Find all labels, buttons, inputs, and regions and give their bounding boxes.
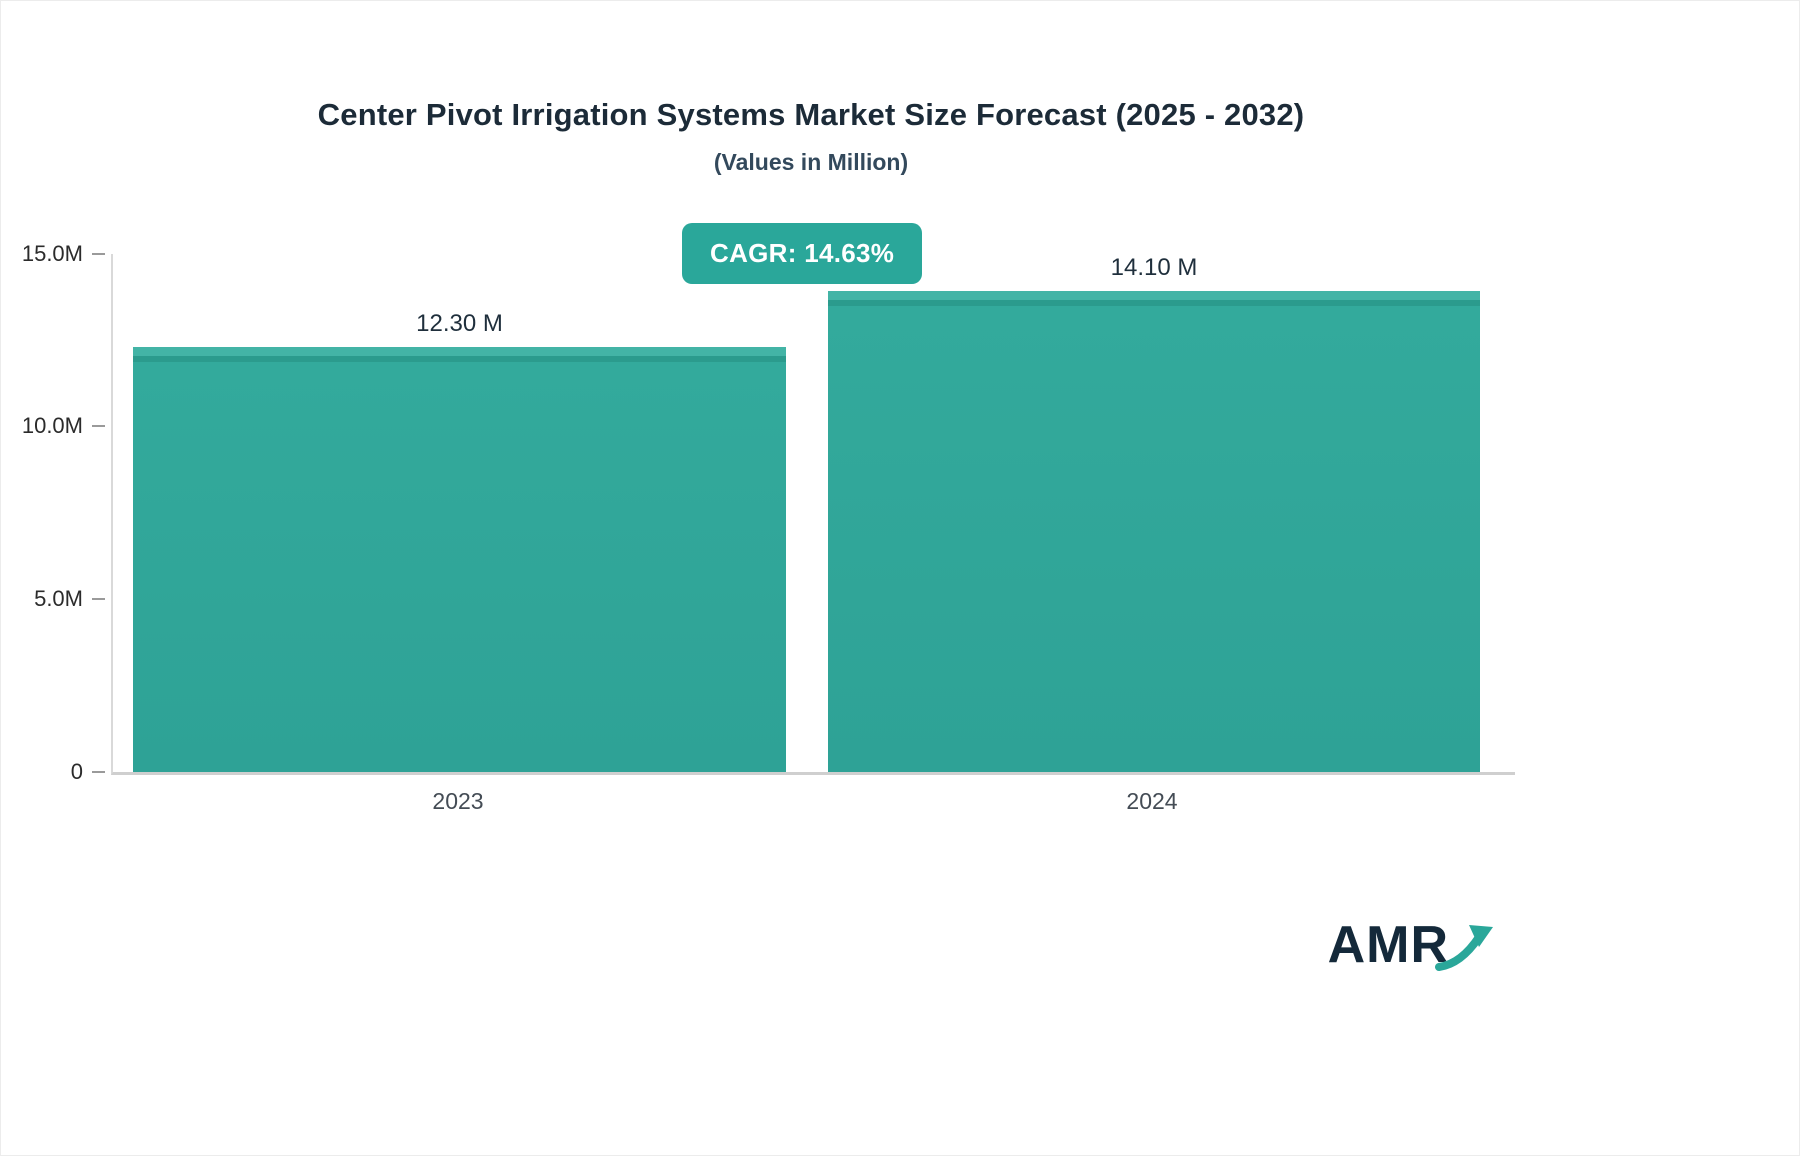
y-tick-label: 0 xyxy=(70,759,83,784)
y-tick: 10.0M xyxy=(1,413,105,438)
y-tick-label: 5.0M xyxy=(34,586,83,611)
y-tick: 15.0M xyxy=(1,241,105,266)
y-tick-label: 15.0M xyxy=(21,241,83,266)
y-tick-mark xyxy=(92,253,105,255)
cagr-badge: CAGR: 14.63% xyxy=(682,223,923,284)
bar-group-2023: 12.30 M xyxy=(133,254,786,772)
y-tick-mark xyxy=(92,771,105,773)
chart-title: Center Pivot Irrigation Systems Market S… xyxy=(317,97,1305,132)
bar-2024[interactable] xyxy=(828,291,1480,772)
x-axis-label-2023: 2023 xyxy=(432,788,484,814)
bar-group-2024: 14.10 M xyxy=(828,254,1480,772)
plot-area: 12.30 M 14.10 M xyxy=(111,254,1515,775)
y-tick: 0 xyxy=(1,759,105,784)
bar-value-label: 14.10 M xyxy=(1110,254,1198,281)
growth-arrow-icon xyxy=(1435,925,1493,971)
bar-value-label: 12.30 M xyxy=(416,310,503,338)
x-axis-label-2024: 2024 xyxy=(1126,788,1178,814)
brand-logo: AMR xyxy=(1328,915,1499,975)
y-tick-mark xyxy=(92,598,105,600)
y-tick-label: 10.0M xyxy=(21,413,83,438)
y-tick-mark xyxy=(92,425,105,427)
brand-logo-text: AMR xyxy=(1327,916,1449,974)
chart-subtitle: (Values in Million) xyxy=(713,149,909,175)
y-tick: 5.0M xyxy=(1,586,105,611)
bar-2023[interactable] xyxy=(133,347,786,772)
